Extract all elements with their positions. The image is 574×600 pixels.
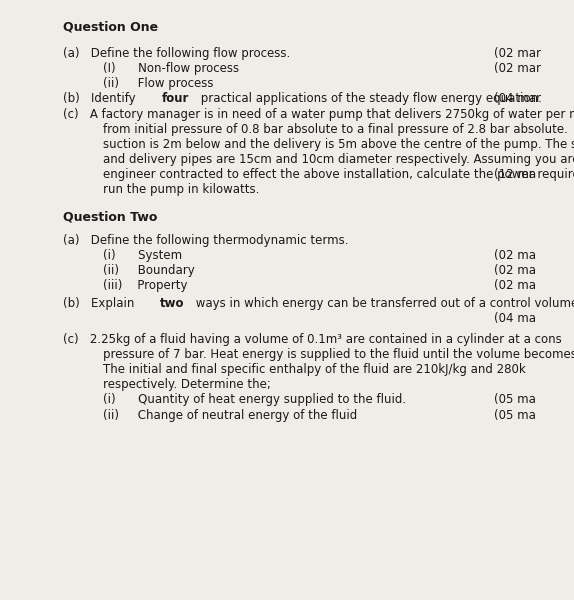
Text: (ii)     Flow process: (ii) Flow process bbox=[103, 77, 214, 90]
Text: The initial and final specific enthalpy of the fluid are 210kJ/kg and 280k: The initial and final specific enthalpy … bbox=[103, 363, 526, 376]
Text: (02 ma: (02 ma bbox=[494, 264, 536, 277]
Text: (c)   A factory manager is in need of a water pump that delivers 2750kg of water: (c) A factory manager is in need of a wa… bbox=[63, 108, 574, 121]
Text: ways in which energy can be transferred out of a control volume.: ways in which energy can be transferred … bbox=[192, 297, 574, 310]
Text: run the pump in kilowatts.: run the pump in kilowatts. bbox=[103, 183, 259, 196]
Text: pressure of 7 bar. Heat energy is supplied to the fluid until the volume becomes: pressure of 7 bar. Heat energy is suppli… bbox=[103, 348, 574, 361]
Text: (a)   Define the following thermodynamic terms.: (a) Define the following thermodynamic t… bbox=[63, 234, 348, 247]
Text: (i)      System: (i) System bbox=[103, 249, 183, 262]
Text: (c)   2.25kg of a fluid having a volume of 0.1m³ are contained in a cylinder at : (c) 2.25kg of a fluid having a volume of… bbox=[63, 333, 562, 346]
Text: (05 ma: (05 ma bbox=[494, 409, 536, 422]
Text: (12 ma: (12 ma bbox=[494, 168, 536, 181]
Text: (05 ma: (05 ma bbox=[494, 393, 536, 406]
Text: (02 mar: (02 mar bbox=[494, 62, 541, 75]
Text: (b)   Identify: (b) Identify bbox=[63, 92, 139, 105]
Text: (ii)     Boundary: (ii) Boundary bbox=[103, 264, 195, 277]
Text: engineer contracted to effect the above installation, calculate the power requir: engineer contracted to effect the above … bbox=[103, 168, 574, 181]
Text: Question One: Question One bbox=[63, 21, 158, 34]
Text: (02 mar: (02 mar bbox=[494, 47, 541, 60]
Text: (I)      Non-flow process: (I) Non-flow process bbox=[103, 62, 239, 75]
Text: respectively. Determine the;: respectively. Determine the; bbox=[103, 378, 271, 391]
Text: (iii)    Property: (iii) Property bbox=[103, 279, 188, 292]
Text: from initial pressure of 0.8 bar absolute to a final pressure of 2.8 bar absolut: from initial pressure of 0.8 bar absolut… bbox=[103, 123, 568, 136]
Text: (a)   Define the following flow process.: (a) Define the following flow process. bbox=[63, 47, 290, 60]
Text: (04 ma: (04 ma bbox=[494, 312, 536, 325]
Text: (ii)     Change of neutral energy of the fluid: (ii) Change of neutral energy of the flu… bbox=[103, 409, 358, 422]
Text: four: four bbox=[162, 92, 189, 105]
Text: (02 ma: (02 ma bbox=[494, 279, 536, 292]
Text: two: two bbox=[160, 297, 185, 310]
Text: and delivery pipes are 15cm and 10cm diameter respectively. Assuming you are: and delivery pipes are 15cm and 10cm dia… bbox=[103, 153, 574, 166]
Text: (02 ma: (02 ma bbox=[494, 249, 536, 262]
Text: (04 mar: (04 mar bbox=[494, 92, 541, 105]
Text: (b)   Explain: (b) Explain bbox=[63, 297, 138, 310]
Text: practical applications of the steady flow energy equation.: practical applications of the steady flo… bbox=[197, 92, 542, 105]
Text: (i)      Quantity of heat energy supplied to the fluid.: (i) Quantity of heat energy supplied to … bbox=[103, 393, 406, 406]
Text: suction is 2m below and the delivery is 5m above the centre of the pump. The sec: suction is 2m below and the delivery is … bbox=[103, 138, 574, 151]
Text: Question Two: Question Two bbox=[63, 210, 157, 223]
